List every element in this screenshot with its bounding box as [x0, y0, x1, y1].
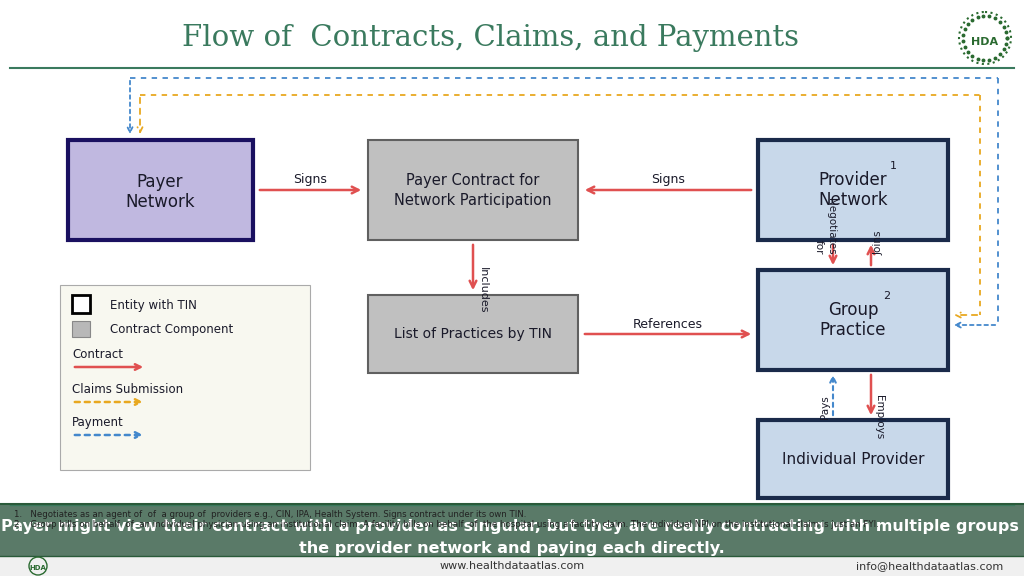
Text: Group: Group [827, 301, 879, 319]
Text: HDA: HDA [972, 37, 998, 47]
Text: A Payer might view their contract with a provider as singular, but they are real: A Payer might view their contract with a… [0, 518, 1024, 533]
Text: the provider network and paying each directly.: the provider network and paying each dir… [299, 540, 725, 555]
Text: Contract: Contract [72, 348, 123, 361]
FancyBboxPatch shape [60, 285, 310, 470]
Text: HDA: HDA [30, 565, 46, 571]
Text: 1.   Negotiates as an agent of  of  a group of  providers e.g., CIN, IPA, Health: 1. Negotiates as an agent of of a group … [14, 510, 526, 519]
Text: Entity with TIN: Entity with TIN [110, 298, 197, 312]
FancyBboxPatch shape [368, 140, 578, 240]
Bar [0, 505, 1024, 576]
Text: Practice: Practice [820, 321, 886, 339]
Text: 2: 2 [884, 291, 891, 301]
Text: Individual Provider: Individual Provider [781, 452, 925, 467]
Text: Signs: Signs [293, 173, 327, 187]
FancyBboxPatch shape [758, 420, 948, 498]
Bar [0, 556, 1024, 576]
Text: www.healthdataatlas.com: www.healthdataatlas.com [439, 561, 585, 571]
Text: Payment: Payment [72, 416, 124, 429]
Text: 2.   Group bills on behalf  of  an individual physician using an institutional c: 2. Group bills on behalf of an individua… [14, 520, 879, 529]
Text: Network: Network [125, 193, 195, 211]
Text: Negotiates
for: Negotiates for [814, 198, 836, 255]
Text: 1: 1 [890, 161, 896, 171]
Text: Includes: Includes [478, 267, 488, 313]
Text: Signs: Signs [651, 173, 685, 187]
Text: References: References [633, 317, 703, 331]
FancyBboxPatch shape [72, 295, 90, 313]
Text: Network: Network [818, 191, 888, 209]
FancyBboxPatch shape [68, 140, 253, 240]
Text: Claims Submission: Claims Submission [72, 383, 183, 396]
Text: Employs: Employs [874, 395, 884, 439]
Text: Payer Contract for: Payer Contract for [407, 172, 540, 188]
Text: Payer: Payer [137, 173, 183, 191]
Text: Contract Component: Contract Component [110, 324, 233, 336]
Text: Joins: Joins [874, 230, 884, 255]
Bar [0, 507, 1024, 576]
Text: Network Participation: Network Participation [394, 192, 552, 207]
Text: List of Practices by TIN: List of Practices by TIN [394, 327, 552, 341]
Text: info@healthdataatlas.com: info@healthdataatlas.com [856, 561, 1004, 571]
FancyBboxPatch shape [758, 140, 948, 240]
FancyBboxPatch shape [72, 321, 90, 337]
Text: Pays: Pays [820, 395, 830, 419]
FancyBboxPatch shape [758, 270, 948, 370]
FancyBboxPatch shape [368, 295, 578, 373]
Text: Flow of  Contracts, Claims, and Payments: Flow of Contracts, Claims, and Payments [181, 24, 799, 52]
Text: Provider: Provider [818, 171, 888, 189]
